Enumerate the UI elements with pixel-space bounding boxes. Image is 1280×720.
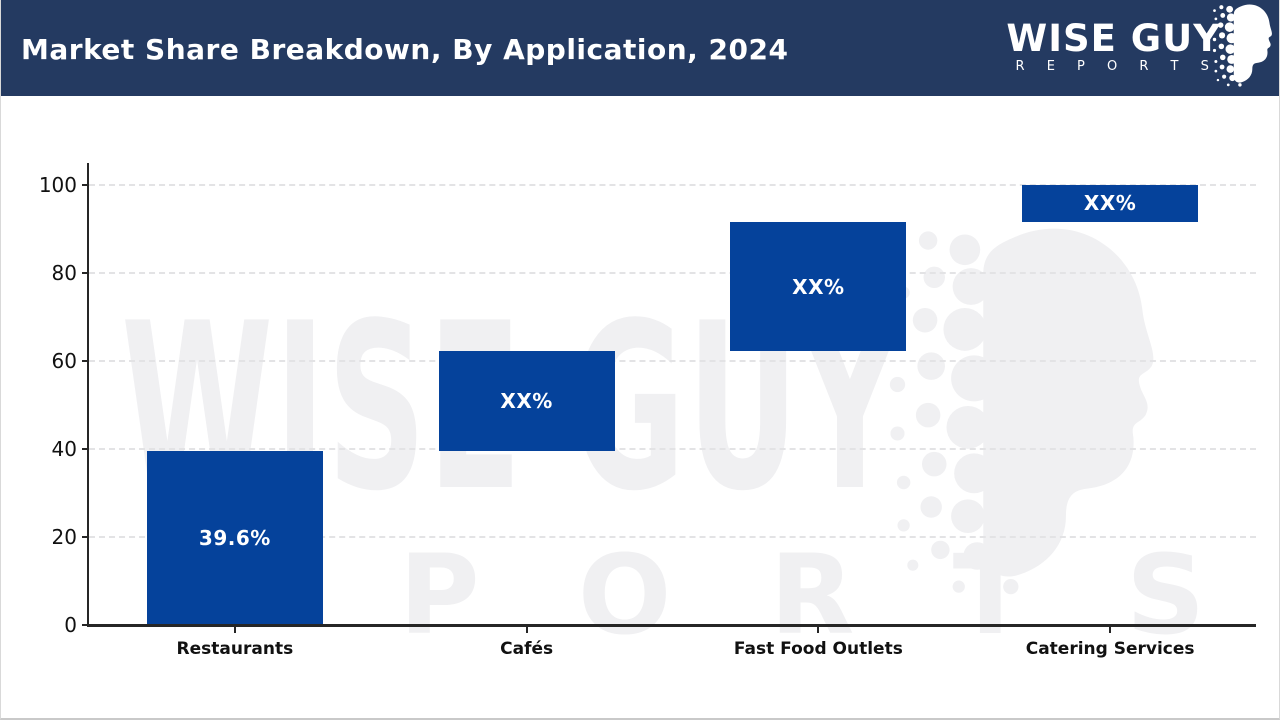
gridline [89,448,1256,450]
x-tick-mark [817,625,820,633]
bar-value-label: XX% [1083,191,1137,216]
y-tick-mark [82,448,89,450]
watermark-head-icon [873,218,1167,600]
y-tick-mark [82,184,89,186]
header-bar: Market Share Breakdown, By Application, … [1,0,1279,96]
y-tick-label: 80 [51,261,77,285]
bar-segment: XX% [730,221,907,352]
chart-title: Market Share Breakdown, By Application, … [21,33,789,66]
y-tick-label: 100 [38,173,77,197]
y-tick-mark [82,360,89,362]
logo-wordmark: WISE GUY [1006,17,1221,61]
y-tick-mark [82,272,89,274]
x-tick-label: Catering Services [1025,639,1195,659]
watermark-text-line2: P O R T S [399,531,1236,659]
gridline [89,184,1256,186]
x-tick-mark [233,625,236,633]
x-tick-mark [1109,625,1112,633]
bar-segment: XX% [1022,185,1199,222]
wiseguy-logo: WISE GUY R E P O R T S [1006,4,1275,88]
bar-value-label: XX% [500,389,553,414]
wiseguy-head-icon [1209,2,1275,88]
x-tick-label: Fast Food Outlets [733,639,903,659]
bar-segment: XX% [438,351,615,451]
y-tick-mark [82,624,89,626]
bar-value-label: XX% [792,274,845,299]
wiseguy-logo-text: WISE GUY R E P O R T S [1006,18,1221,74]
y-tick-label: 60 [51,349,77,373]
gridline [89,536,1256,538]
y-tick-label: 0 [64,613,77,637]
gridline [89,360,1256,362]
logo-subtitle: R E P O R T S [1015,58,1218,74]
x-tick-label: Restaurants [176,639,294,659]
chart-area: WISE GUY P O R T S 0 20 40 60 80 100 Restauran… [1,96,1279,718]
bar-value-label: 39.6% [198,525,271,550]
x-tick-mark [525,625,528,633]
y-axis-line [86,163,89,627]
y-tick-label: 40 [51,437,77,461]
y-tick-mark [82,536,89,538]
bar-segment: 39.6% [146,450,323,625]
x-tick-label: Cafés [500,639,554,659]
x-axis-line [86,624,1256,627]
gridline [89,272,1256,274]
y-tick-label: 20 [51,525,77,549]
